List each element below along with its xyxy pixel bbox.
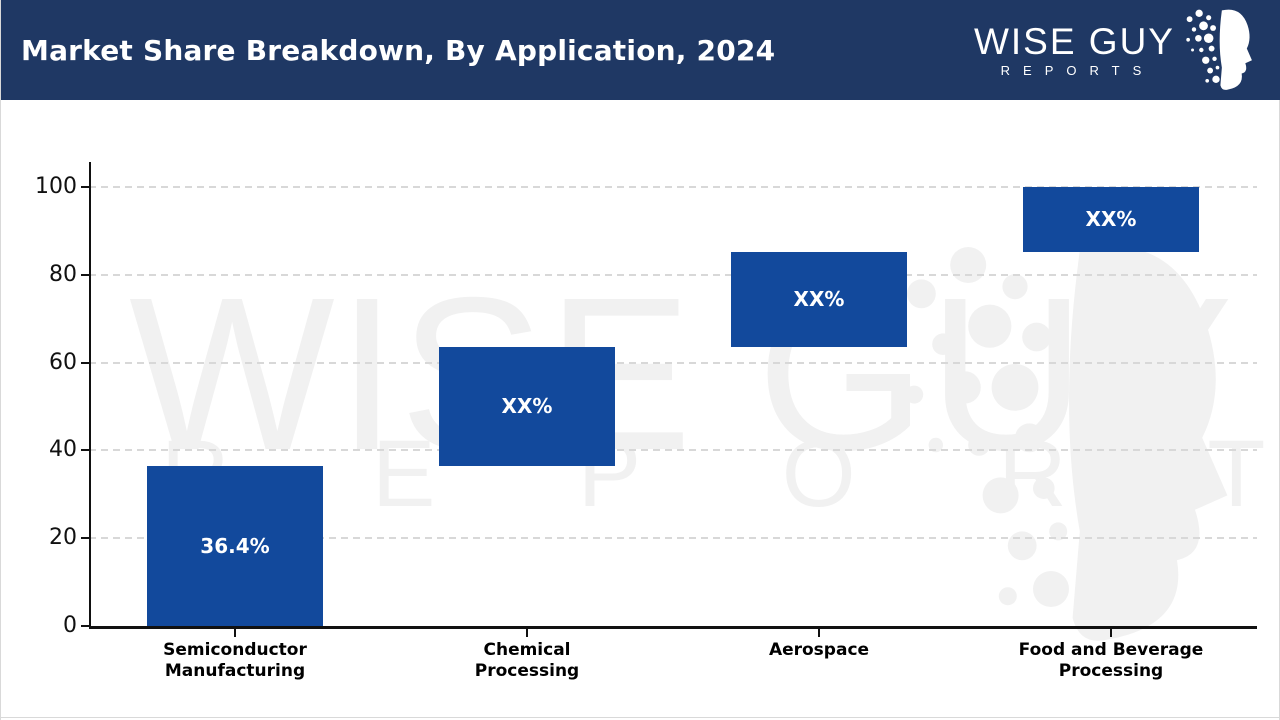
bar-value-label: 36.4%: [200, 534, 270, 559]
y-axis: [89, 162, 91, 628]
header-bar: Market Share Breakdown, By Application, …: [1, 0, 1280, 100]
y-tick-label: 60: [49, 349, 77, 375]
brand-name: WISE GUY: [973, 20, 1175, 62]
bar-3: XX%: [731, 251, 907, 347]
dotted-face-watermark: [905, 246, 1228, 641]
watermark-text: WISE GUY: [129, 253, 1236, 496]
category-label: Aerospace: [768, 640, 870, 660]
chart-area: WISE GUY R E P O R T S 0 20 40 60 80 100 36.4%…: [1, 100, 1280, 720]
brand-logo: WISE GUY REPORTS: [974, 6, 1255, 94]
watermark-layer: WISE GUY R E P O R T S: [1, 100, 1280, 720]
y-tick-mark: [81, 449, 89, 452]
bar-2: XX%: [439, 346, 615, 467]
category-label: Food and Beverage Processing: [1018, 640, 1204, 681]
x-tick-mark: [526, 629, 528, 637]
gridline-80: [89, 273, 1257, 276]
gridline-60: [89, 361, 1257, 364]
bar-value-label: XX%: [1085, 207, 1137, 232]
dotted-face-icon: [1186, 9, 1252, 90]
x-axis: [89, 626, 1257, 629]
bar-value-label: XX%: [501, 394, 553, 419]
y-tick-label: 40: [49, 437, 77, 463]
x-tick-mark: [234, 629, 236, 637]
y-tick-label: 80: [49, 261, 77, 287]
category-label: Semiconductor Manufacturing: [163, 640, 307, 681]
x-tick-mark: [818, 629, 820, 637]
bar-1: 36.4%: [147, 466, 323, 626]
y-tick-label: 100: [35, 174, 77, 199]
y-tick-mark: [81, 273, 89, 276]
y-tick-label: 20: [49, 525, 77, 551]
bar-value-label: XX%: [793, 287, 845, 312]
y-tick-mark: [81, 537, 89, 540]
bar-4: XX%: [1023, 187, 1199, 252]
y-tick-mark: [81, 361, 89, 364]
category-label: Chemical Processing: [474, 640, 580, 681]
y-tick-label: 0: [63, 613, 77, 638]
gridline-20: [89, 537, 1257, 540]
brand-logo-text: WISE GUY REPORTS: [973, 20, 1175, 78]
x-tick-mark: [1110, 629, 1112, 637]
y-tick-mark: [81, 186, 89, 188]
gridline-40: [89, 449, 1257, 452]
page-title: Market Share Breakdown, By Application, …: [21, 33, 776, 67]
y-tick-mark: [81, 625, 89, 627]
brand-subtitle: REPORTS: [1000, 62, 1155, 78]
gridline-100: [89, 186, 1257, 188]
